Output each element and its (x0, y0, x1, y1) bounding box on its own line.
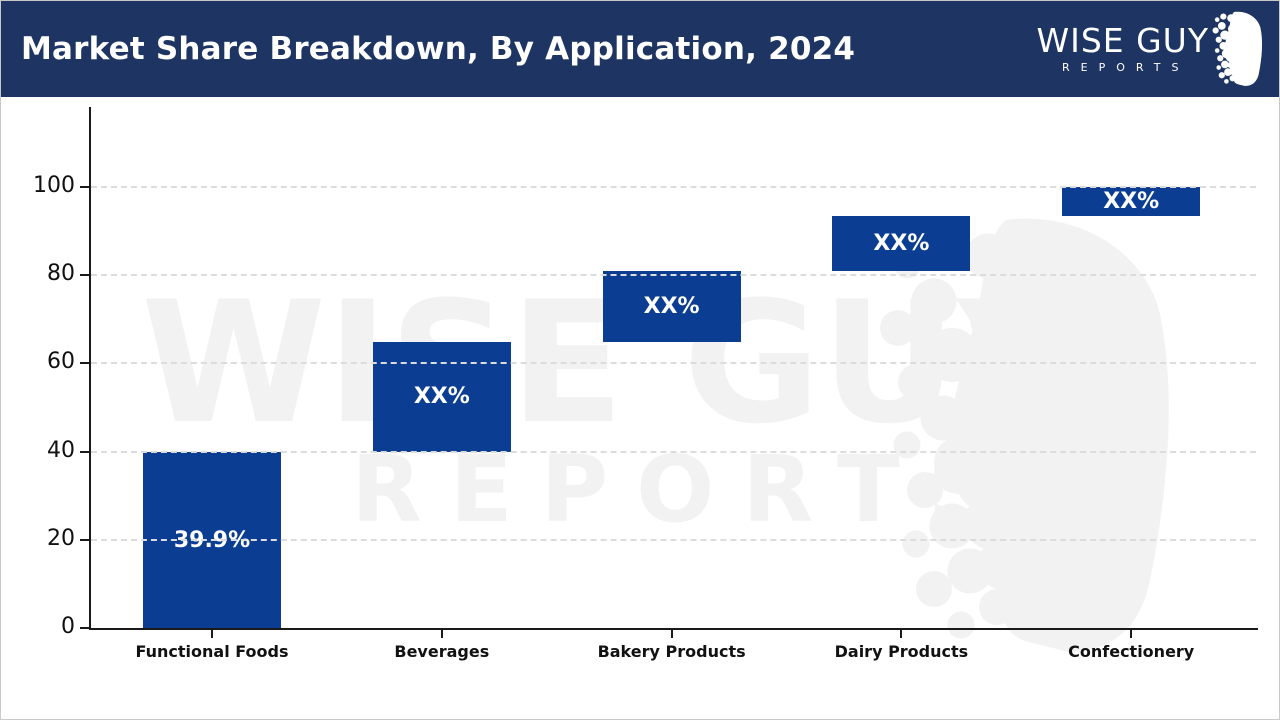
bar-confectionery: XX% (1062, 187, 1201, 217)
y-tick-label-20: 20 (47, 525, 75, 551)
y-tick-mark-100 (80, 186, 89, 188)
x-tick-mark-1 (440, 630, 443, 638)
bar-dairy-products: XX% (832, 216, 971, 271)
brand-name: WISE GUY (1036, 20, 1209, 60)
y-axis-line (89, 107, 91, 629)
bar-value-label: XX% (1103, 189, 1160, 215)
bar-value-label: XX% (643, 293, 700, 319)
grid-line-80 (91, 274, 1256, 277)
bar-value-label: XX% (413, 384, 470, 410)
brand-logo-text: WISE GUY REPORTS (1036, 20, 1209, 75)
y-tick-mark-60 (80, 362, 89, 365)
x-axis-label-3: Dairy Products (834, 642, 969, 661)
chart-title: Market Share Breakdown, By Application, … (21, 31, 856, 67)
bar-value-label: XX% (873, 230, 930, 256)
brand-subtitle: REPORTS (1062, 61, 1190, 75)
grid-line-60 (91, 362, 1256, 365)
y-tick-label-80: 80 (47, 261, 75, 287)
brand-dot-face-icon (1212, 11, 1263, 87)
y-tick-label-60: 60 (47, 349, 75, 375)
y-tick-label-40: 40 (47, 437, 75, 463)
x-tick-mark-0 (211, 630, 213, 638)
x-axis-label-2: Bakery Products (597, 642, 746, 661)
y-tick-mark-40 (80, 450, 89, 453)
x-axis-label-4: Confectionery (1068, 642, 1195, 661)
y-tick-label-0: 0 (61, 614, 75, 639)
bar-beverages: XX% (372, 341, 511, 453)
x-tick-mark-2 (670, 630, 673, 638)
brand-logo: WISE GUY REPORTS (1036, 10, 1265, 88)
x-axis-label-0: Functional Foods (135, 642, 289, 661)
grid-line-20 (91, 538, 1256, 541)
y-tick-label-100: 100 (33, 173, 75, 198)
x-tick-mark-3 (900, 630, 903, 638)
grid-line-100 (91, 186, 1256, 188)
x-axis-label-1: Beverages (394, 642, 490, 661)
x-axis-line (89, 628, 1258, 630)
y-tick-mark-20 (80, 538, 89, 541)
y-tick-mark-80 (80, 274, 89, 277)
header-bar: Market Share Breakdown, By Application, … (1, 1, 1279, 97)
y-tick-mark-0 (80, 627, 89, 629)
grid-line-40 (91, 450, 1256, 453)
bar-bakery-products: XX% (602, 270, 741, 342)
x-tick-mark-4 (1130, 630, 1133, 638)
